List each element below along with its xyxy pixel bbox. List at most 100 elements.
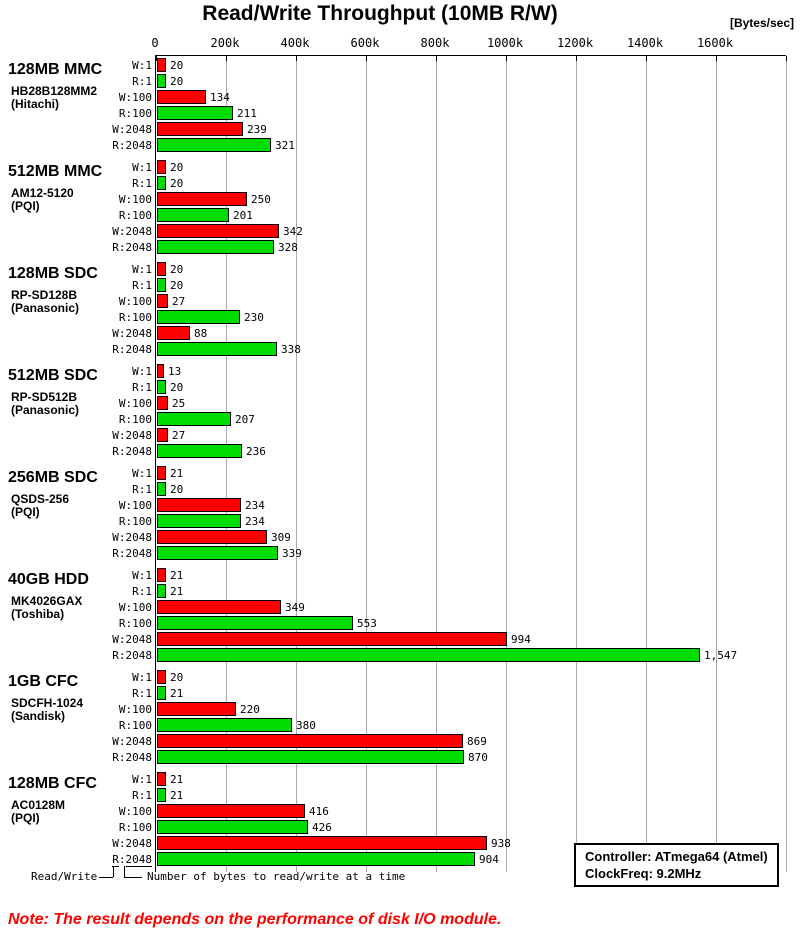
legend-bracket-line bbox=[113, 866, 114, 877]
bar-read bbox=[157, 852, 475, 866]
bar-value-label: 88 bbox=[194, 326, 208, 340]
bar-read bbox=[157, 278, 166, 292]
bar-row-label: W:100 bbox=[118, 600, 152, 614]
bar-row: R:1 20 bbox=[132, 74, 184, 88]
device-maker: (PQI) bbox=[11, 199, 40, 213]
bar-row: R:2048 1,547 bbox=[112, 648, 737, 662]
bar-row: W:100 25 bbox=[119, 396, 185, 410]
device-maker: (Toshiba) bbox=[11, 607, 65, 621]
bar-value-label: 207 bbox=[235, 412, 255, 426]
bar-row-label: R:2048 bbox=[112, 852, 152, 867]
bar-row-label: W:2048 bbox=[112, 122, 152, 136]
controller-info-box: Controller: ATmega64 (Atmel) ClockFreq: … bbox=[574, 843, 779, 887]
bar-write bbox=[157, 498, 241, 512]
bar-read bbox=[157, 686, 166, 700]
bar-row: W:100 349 bbox=[119, 600, 305, 614]
bar-read bbox=[157, 584, 166, 598]
bar-row-label: R:1 bbox=[132, 686, 152, 700]
legend-bracket-line bbox=[99, 877, 113, 878]
bar-value-label: 349 bbox=[285, 600, 305, 614]
bar-row-label: R:2048 bbox=[112, 138, 152, 152]
axis-tick-label: 400k bbox=[280, 36, 310, 50]
bar-value-label: 21 bbox=[170, 788, 184, 802]
bar-value-label: 27 bbox=[172, 428, 186, 442]
axis-tick-label: 200k bbox=[210, 36, 240, 50]
bar-row: W:100 27 bbox=[119, 294, 186, 308]
axis-tick-label: 1200k bbox=[556, 36, 594, 50]
bar-write bbox=[157, 428, 168, 442]
gridline bbox=[576, 56, 577, 872]
bar-row-label: W:100 bbox=[118, 90, 152, 104]
bar-value-label: 239 bbox=[247, 122, 267, 136]
bar-value-label: 20 bbox=[170, 278, 184, 292]
bar-row-label: W:2048 bbox=[112, 326, 152, 340]
bar-row-label: W:1 bbox=[132, 772, 152, 786]
bar-row-label: R:1 bbox=[132, 278, 152, 292]
device-name: 40GB HDD bbox=[8, 571, 89, 588]
bar-row-label: W:1 bbox=[132, 364, 152, 378]
axis-tick-label: 1000k bbox=[486, 36, 524, 50]
bar-write bbox=[157, 90, 206, 104]
chart-title: Read/Write Throughput (10MB R/W) bbox=[202, 2, 558, 25]
bar-value-label: 27 bbox=[172, 294, 186, 308]
bar-write bbox=[157, 600, 281, 614]
bar-row: R:2048 236 bbox=[112, 444, 266, 458]
bar-value-label: 21 bbox=[170, 568, 184, 582]
bar-value-label: 230 bbox=[244, 310, 264, 324]
bar-row: R:100 211 bbox=[119, 106, 257, 120]
bar-row: W:100 220 bbox=[119, 702, 260, 716]
axis-tick-label: 600k bbox=[350, 36, 380, 50]
legend-bytes-label: Number of bytes to read/write at a time bbox=[147, 870, 406, 883]
device-name: 256MB SDC bbox=[8, 469, 98, 486]
bar-row-label: W:1 bbox=[132, 160, 152, 174]
bar-row: W:2048 342 bbox=[112, 224, 303, 238]
bar-row: W:2048 309 bbox=[112, 530, 291, 544]
bar-value-label: 134 bbox=[210, 90, 230, 104]
bar-write bbox=[157, 466, 166, 480]
bar-value-label: 20 bbox=[170, 74, 184, 88]
bar-row: R:100 207 bbox=[119, 412, 255, 426]
bar-row: W:2048 994 bbox=[112, 632, 531, 646]
bar-value-label: 339 bbox=[282, 546, 302, 560]
bar-value-label: 220 bbox=[240, 702, 260, 716]
bar-row-label: W:2048 bbox=[112, 530, 152, 544]
bar-read bbox=[157, 176, 166, 190]
device-maker: (Panasonic) bbox=[11, 403, 80, 417]
device-maker: (PQI) bbox=[11, 811, 40, 825]
device-model: MK4026GAX bbox=[11, 594, 83, 608]
bar-write bbox=[157, 224, 279, 238]
bar-write bbox=[157, 836, 487, 850]
bar-row: W:2048 88 bbox=[112, 326, 208, 340]
axis-tick-label: 1600k bbox=[696, 36, 734, 50]
bar-row-label: W:2048 bbox=[112, 632, 152, 646]
device-model: QSDS-256 bbox=[11, 492, 70, 506]
bar-write bbox=[157, 670, 166, 684]
bar-value-label: 869 bbox=[467, 734, 487, 748]
gridline bbox=[716, 56, 717, 872]
bar-row: R:100 380 bbox=[119, 718, 316, 732]
bar-row: W:1 13 bbox=[132, 364, 181, 378]
device-group-label: 512MB SDC RP-SD512B (Panasonic) bbox=[8, 367, 153, 417]
gridline bbox=[436, 56, 437, 872]
device-name: 1GB CFC bbox=[8, 673, 79, 690]
gridline bbox=[786, 56, 787, 872]
device-maker: (Hitachi) bbox=[11, 97, 59, 111]
bar-row-label: W:100 bbox=[118, 396, 152, 410]
bar-row-label: W:1 bbox=[132, 262, 152, 276]
bar-value-label: 870 bbox=[468, 750, 488, 764]
bar-value-label: 20 bbox=[170, 262, 184, 276]
bar-read bbox=[157, 310, 240, 324]
device-name: 128MB SDC bbox=[8, 265, 98, 282]
legend-bracket-line bbox=[124, 866, 125, 877]
bar-write bbox=[157, 58, 166, 72]
bar-row-label: W:100 bbox=[118, 294, 152, 308]
bar-row-label: R:1 bbox=[132, 74, 152, 88]
axis-tick bbox=[716, 56, 717, 61]
device-group-label: 1GB CFC SDCFH-1024 (Sandisk) bbox=[8, 673, 153, 723]
bar-row: W:1 21 bbox=[132, 772, 183, 786]
bar-row-label: R:2048 bbox=[112, 750, 152, 764]
axis-tick bbox=[226, 56, 227, 61]
bar-row: R:100 230 bbox=[119, 310, 264, 324]
device-model: AC0128M bbox=[11, 798, 66, 812]
